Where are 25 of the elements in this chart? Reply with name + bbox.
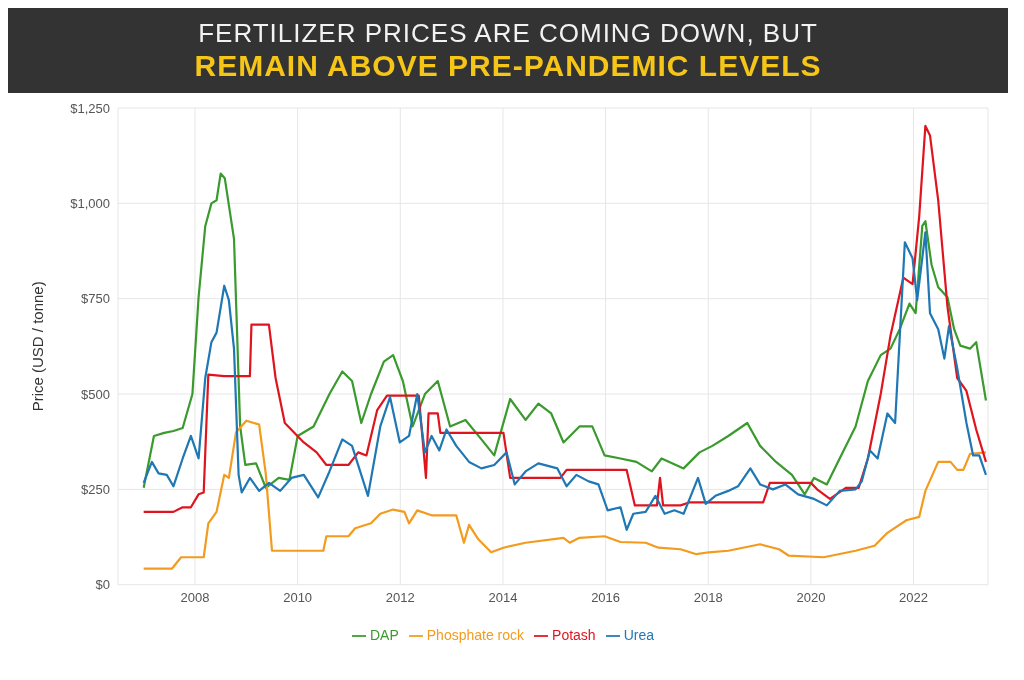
x-tick-label: 2014 xyxy=(488,589,518,605)
line-series xyxy=(142,419,988,570)
legend-label: Phosphate rock xyxy=(426,626,525,643)
y-tick-label: $750 xyxy=(81,291,110,307)
line-series xyxy=(142,124,988,513)
line-series xyxy=(142,172,988,496)
legend-label: Urea xyxy=(623,626,655,643)
x-tick-label: 2012 xyxy=(385,589,415,605)
chart-title: FERTILIZER PRICES ARE COMING DOWN, BUT xyxy=(197,18,819,49)
x-tick-label: 2010 xyxy=(283,589,313,605)
y-tick-label: $500 xyxy=(81,386,110,402)
chart-subtitle: REMAIN ABOVE PRE-PANDEMIC LEVELS xyxy=(193,49,823,83)
legend-label: DAP xyxy=(369,626,399,643)
y-tick-label: $250 xyxy=(81,481,110,497)
x-tick-label: 2016 xyxy=(591,589,621,605)
y-tick-label: $1,250 xyxy=(70,100,110,116)
y-tick-label: $1,000 xyxy=(70,195,110,211)
x-tick-label: 2018 xyxy=(693,589,723,605)
x-tick-label: 2008 xyxy=(180,589,210,605)
x-tick-label: 2020 xyxy=(796,589,826,605)
line-series xyxy=(142,231,988,531)
x-tick-label: 2022 xyxy=(899,589,929,605)
legend-label: Potash xyxy=(552,626,596,643)
y-tick-label: $0 xyxy=(95,577,110,593)
y-axis-title: Price (USD / tonne) xyxy=(29,281,47,412)
